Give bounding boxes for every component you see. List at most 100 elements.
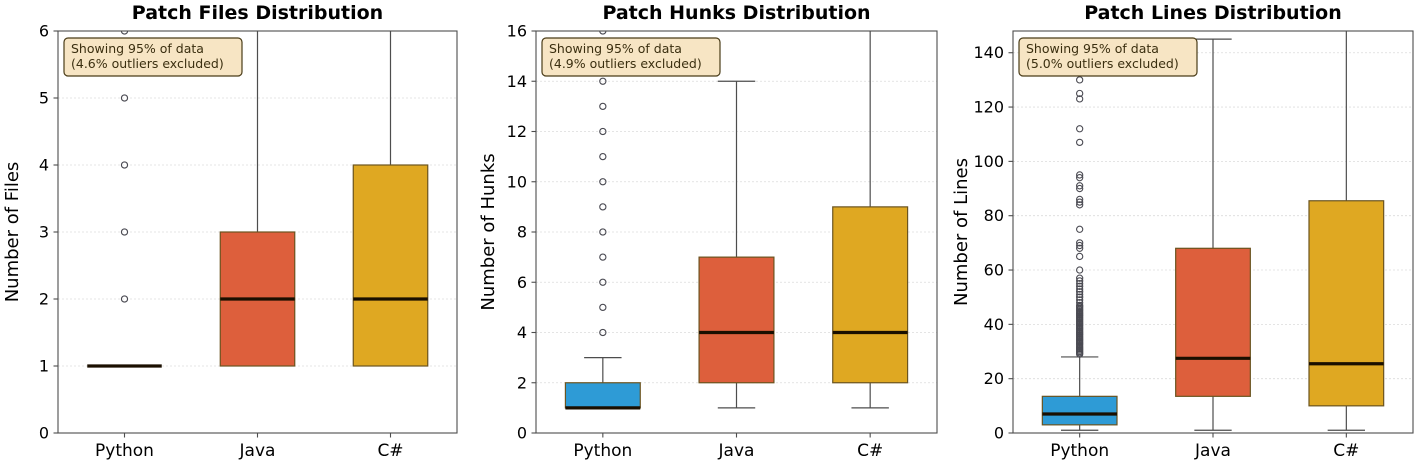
outlier-point (1076, 290, 1084, 299)
y-axis-label: Number of Files (2, 162, 23, 303)
y-tick-label: 8 (517, 223, 527, 242)
outlier-point (599, 203, 607, 211)
box-rect (1308, 200, 1385, 407)
annotation-line-2: (5.0% outliers excluded) (1026, 56, 1179, 71)
box-rect (352, 164, 429, 367)
outlier-point (1076, 138, 1084, 147)
plot-area (87, 31, 429, 368)
y-tick-label: 100 (973, 152, 1004, 171)
outlier-point (1076, 89, 1084, 98)
annotation-line-2: (4.9% outliers excluded) (549, 56, 702, 71)
outlier-point (120, 228, 129, 236)
y-tick-label: 10 (507, 172, 527, 191)
chart-panel-patch-files: Patch Files Distribution 0 1 2 3 4 5 6 Python Jav… (0, 0, 476, 464)
outlier-point (1076, 195, 1084, 204)
outlier-point (599, 228, 607, 236)
y-tick-label: 0 (994, 424, 1004, 443)
y-tick-label: 2 (517, 373, 527, 392)
outlier-point (1076, 225, 1084, 233)
chart-title: Patch Hunks Distribution (602, 2, 870, 24)
y-tick-label: 0 (39, 424, 49, 443)
outlier-point (1076, 184, 1084, 193)
annotation-line-1: Showing 95% of data (71, 41, 204, 56)
annotation-line-2: (4.6% outliers excluded) (71, 56, 224, 71)
x-category-label: Java (239, 441, 276, 461)
outlier-point (1076, 301, 1084, 309)
box-rect (1041, 395, 1118, 426)
y-tick-label: 6 (517, 273, 527, 292)
outlier-point (120, 295, 129, 303)
outlier-point (1076, 125, 1084, 133)
y-tick-label: 16 (507, 22, 527, 41)
outlier-point (1076, 239, 1084, 247)
outlier-point (1076, 296, 1084, 304)
box-java (1175, 38, 1251, 431)
x-category-label: Python (95, 441, 154, 461)
box-java (219, 31, 296, 367)
box-csharp (832, 31, 909, 409)
outlier-point (1076, 198, 1084, 206)
y-tick-label: 80 (984, 206, 1004, 225)
x-category-label: Java (1194, 441, 1231, 461)
y-tick-label: 6 (39, 22, 49, 41)
box-rect (698, 256, 775, 384)
box-csharp (352, 31, 429, 367)
outlier-point (599, 303, 607, 312)
outlier-point (1076, 201, 1084, 209)
y-tick-label: 60 (984, 261, 1004, 280)
annotation-line-1: Showing 95% of data (549, 41, 682, 56)
x-category-label: Python (573, 441, 632, 461)
y-axis-label: Number of Lines (952, 158, 972, 306)
outlier-point (599, 152, 607, 161)
annotation-box (1018, 37, 1198, 77)
outlier-point (1076, 244, 1084, 252)
box-python (1041, 76, 1118, 431)
y-tick-label: 12 (507, 122, 527, 141)
y-tick-label: 14 (507, 72, 527, 91)
y-tick-label: 3 (39, 223, 49, 242)
plot-area (1041, 31, 1385, 431)
outlier-point (1076, 182, 1084, 190)
outlier-point (1076, 282, 1084, 290)
x-category-label: C# (857, 441, 883, 461)
box-rect (564, 382, 641, 409)
y-tick-label: 0 (517, 424, 527, 443)
x-category-label: Java (718, 441, 755, 461)
y-tick-label: 120 (973, 98, 1004, 117)
y-tick-label: 4 (517, 323, 527, 342)
y-tick-label: 1 (39, 357, 49, 376)
box-python (87, 31, 162, 368)
x-category-label: C# (1333, 441, 1359, 461)
x-category-label: C# (377, 441, 403, 461)
annotation-line-1: Showing 95% of data (1026, 41, 1159, 56)
y-tick-label: 2 (39, 290, 49, 309)
annotation-box (63, 37, 243, 77)
y-tick-label: 4 (39, 156, 49, 175)
box-csharp (1308, 31, 1385, 431)
outlier-point (599, 253, 607, 261)
outlier-point (1076, 298, 1084, 307)
chart-panel-patch-lines: Patch Lines Distribution 0 20 40 60 80 100 120 1… (952, 0, 1428, 464)
outlier-point (1076, 279, 1084, 288)
chart-title: Patch Files Distribution (132, 2, 383, 24)
outlier-point (1076, 95, 1084, 103)
outlier-point (1076, 174, 1084, 182)
outlier-point (120, 31, 129, 35)
annotation-box (541, 37, 721, 77)
outlier-point (120, 161, 129, 169)
box-rect (832, 206, 909, 384)
y-axis-label: Number of Hunks (478, 153, 499, 310)
chart-title: Patch Lines Distribution (1084, 2, 1342, 24)
outlier-point (1076, 293, 1084, 301)
outlier-point (1076, 277, 1084, 285)
outlier-point (599, 102, 607, 111)
outlier-point (599, 328, 607, 337)
y-tick-label: 20 (984, 369, 1004, 388)
outlier-point (599, 31, 607, 35)
box-java (698, 80, 775, 409)
outlier-point (1076, 288, 1084, 296)
outlier-point (1076, 274, 1084, 282)
chart-panel-patch-hunks: Patch Hunks Distribution 0 2 4 6 8 10 12 14 16 Pyt… (476, 0, 952, 464)
outlier-point (1076, 266, 1084, 274)
